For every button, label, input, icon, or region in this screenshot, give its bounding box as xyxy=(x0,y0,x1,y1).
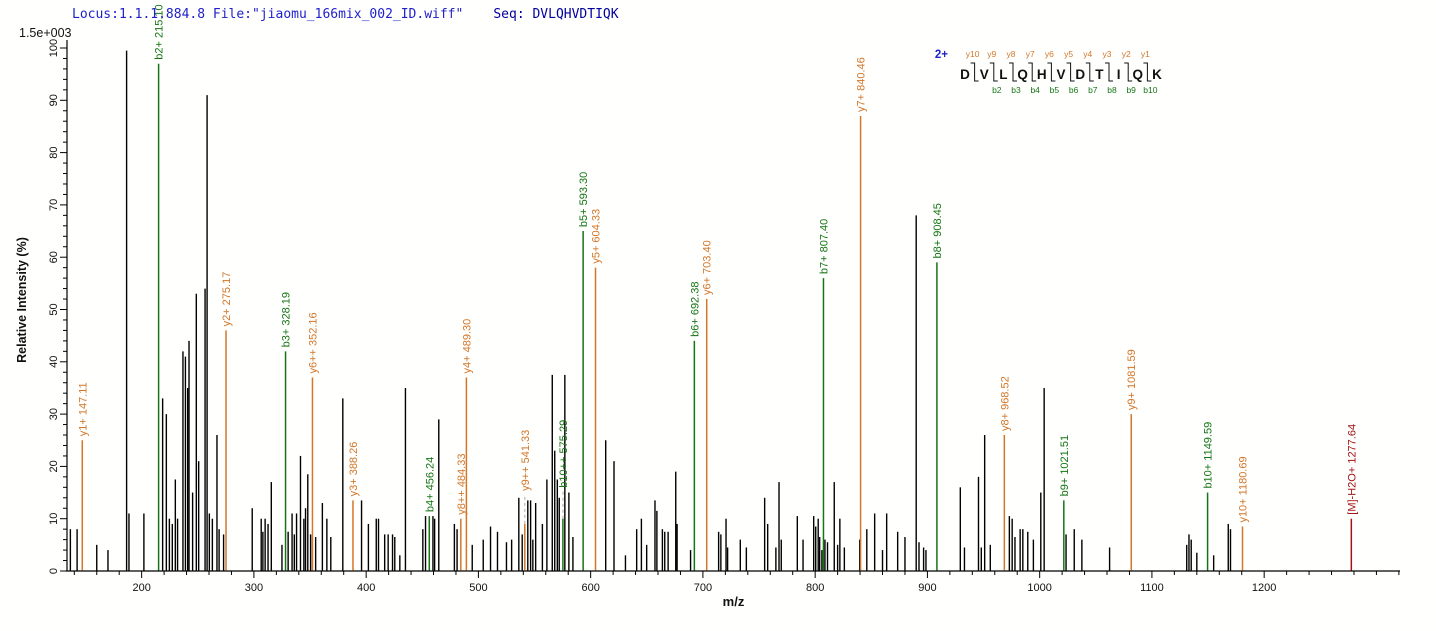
fragmentation-mark xyxy=(1085,62,1094,82)
x-tick-label: 400 xyxy=(357,582,375,594)
y-tick-label: 60 xyxy=(48,251,60,263)
y-tick-label: 20 xyxy=(48,460,60,472)
residue-letter: Q xyxy=(1017,67,1028,82)
intensity-scale-label: 1.5e+003 xyxy=(19,26,72,40)
y-tick-label: 80 xyxy=(48,146,60,158)
y-axis-title: Relative Intensity (%) xyxy=(15,237,29,363)
peaks xyxy=(69,50,1232,571)
peak-annotation-label: b10+ 1149.59 xyxy=(1203,422,1215,489)
header-line: Locus:1.1.1.884.8 File:"jiaomu_166mix_00… xyxy=(72,7,619,22)
annotated-peaks: y1+ 147.11 b2+ 215.10 y2+ 275.17 b3+ 328.19… xyxy=(77,4,1358,571)
peak-annotation-label: y5+ 604.33 xyxy=(591,209,603,264)
y-tick-label: 40 xyxy=(48,356,60,368)
x-tick-label: 1200 xyxy=(1252,582,1276,594)
y-ion-tag: y5 xyxy=(1064,49,1073,59)
fragmentation-mark xyxy=(1047,62,1056,82)
y-tick-label: 90 xyxy=(48,94,60,106)
y-tick-label: 30 xyxy=(48,408,60,420)
x-tick-label: 200 xyxy=(132,582,150,594)
b-ion-tag: b3 xyxy=(1011,85,1021,95)
peak-annotation-label: y9++ 541.33 xyxy=(520,430,532,491)
peak-annotation-label: y8++ 484.33 xyxy=(456,454,468,515)
peak-annotation-label: b4+ 456.24 xyxy=(424,457,436,512)
y-ion-tag: y3 xyxy=(1103,49,1112,59)
x-tick-label: 1000 xyxy=(1027,582,1051,594)
fragmentation-mark xyxy=(1009,62,1017,82)
x-axis-title: m/z xyxy=(722,594,745,609)
y-ion-tag: y8 xyxy=(1007,49,1016,59)
b-ion-tag: b9 xyxy=(1126,85,1136,95)
locus-file-text: Locus:1.1.1.884.8 File:"jiaomu_166mix_00… xyxy=(72,7,464,22)
y-tick-label: 0 xyxy=(48,568,60,574)
residue-letter: V xyxy=(1056,67,1065,82)
fragmentation-mark xyxy=(1124,62,1133,82)
peak-annotation-label: b7+ 807.40 xyxy=(818,219,830,274)
y-ion-tag: y1 xyxy=(1141,49,1150,59)
peak-annotation-label: y7+ 840.46 xyxy=(856,57,868,112)
x-tick-label: 900 xyxy=(918,582,936,594)
fragmentation-mark xyxy=(1028,62,1037,82)
peak-annotation-label: b8+ 908.45 xyxy=(932,203,944,258)
peak-annotation-label: b2+ 215.10 xyxy=(154,4,166,59)
b-ion-tag: b10 xyxy=(1143,85,1157,95)
peak-annotation-label: y9+ 1081.59 xyxy=(1126,349,1138,410)
residue-letter: D xyxy=(960,67,970,82)
peak-annotation-label: y8+ 968.52 xyxy=(999,376,1011,431)
peak-annotation-label: y4+ 489.30 xyxy=(461,319,473,374)
fragmentation-mark xyxy=(989,62,998,82)
axes: 0 10 20 30 40 50 60 70 80 90 100 200 300 400 500 600 700… xyxy=(48,39,1400,594)
peak-annotation-label: y10+ 1180.69 xyxy=(1237,456,1249,522)
peak-annotation-label: y2+ 275.17 xyxy=(221,272,233,327)
peak-annotation-label: b5+ 593.30 xyxy=(578,172,590,227)
residue-letter: D xyxy=(1075,67,1085,82)
peak-annotation-label: b10++ 575.29 xyxy=(558,420,570,488)
residue-letter: V xyxy=(980,67,989,82)
b-ion-tag: b7 xyxy=(1088,85,1098,95)
fragmentation-mark xyxy=(970,62,979,82)
residue-letter: I xyxy=(1117,67,1121,82)
residue-letter: Q xyxy=(1133,67,1144,82)
residue-letter: K xyxy=(1152,67,1162,82)
peak-annotation-label: b9+ 1021.51 xyxy=(1059,435,1071,496)
precursor-charge-label: 2+ xyxy=(935,49,948,61)
y-ion-tag: y4 xyxy=(1083,49,1092,59)
residue-letter: H xyxy=(1037,67,1047,82)
peak-annotation-label: y6+ 703.40 xyxy=(702,240,714,295)
b-ion-tag: b4 xyxy=(1030,85,1040,95)
fragmentation-mark xyxy=(1066,62,1075,82)
residue-letter: L xyxy=(999,67,1007,82)
y-ion-tag: y10 xyxy=(966,49,980,59)
residue-letter: T xyxy=(1095,67,1104,82)
peak-annotation-label: b3+ 328.19 xyxy=(281,292,293,347)
x-tick-label: 1100 xyxy=(1140,582,1164,594)
y-ion-tag: y2 xyxy=(1122,49,1131,59)
peak-annotation-label: [M]-H2O+ 1277.64 xyxy=(1346,424,1358,515)
x-tick-label: 800 xyxy=(806,582,824,594)
y-tick-label: 50 xyxy=(48,303,60,315)
sequence-text: Seq: DVLQHVDTIQK xyxy=(493,7,619,22)
x-tick-label: 700 xyxy=(694,582,712,594)
y-tick-label: 70 xyxy=(48,199,60,211)
fragmentation-mark xyxy=(1143,62,1152,82)
peak-annotation-label: y6++ 352.16 xyxy=(307,312,319,373)
b-ion-tag: b8 xyxy=(1107,85,1117,95)
y-ion-tag: y9 xyxy=(987,49,996,59)
y-tick-label: 10 xyxy=(48,513,60,525)
peak-annotation-label: b6+ 692.38 xyxy=(689,282,701,337)
y-ion-tag: y7 xyxy=(1026,49,1035,59)
b-ion-tag: b6 xyxy=(1069,85,1079,95)
x-tick-label: 600 xyxy=(581,582,599,594)
x-tick-label: 300 xyxy=(245,582,263,594)
b-ion-tag: b2 xyxy=(992,85,1002,95)
peak-annotation-label: y1+ 147.11 xyxy=(77,382,89,436)
y-ion-tag: y6 xyxy=(1045,49,1054,59)
y-tick-label: 100 xyxy=(48,39,60,57)
b-ion-tag: b5 xyxy=(1050,85,1060,95)
x-tick-label: 500 xyxy=(469,582,487,594)
fragmentation-mark xyxy=(1105,62,1113,82)
peak-annotation-label: y3+ 388.26 xyxy=(348,442,360,497)
